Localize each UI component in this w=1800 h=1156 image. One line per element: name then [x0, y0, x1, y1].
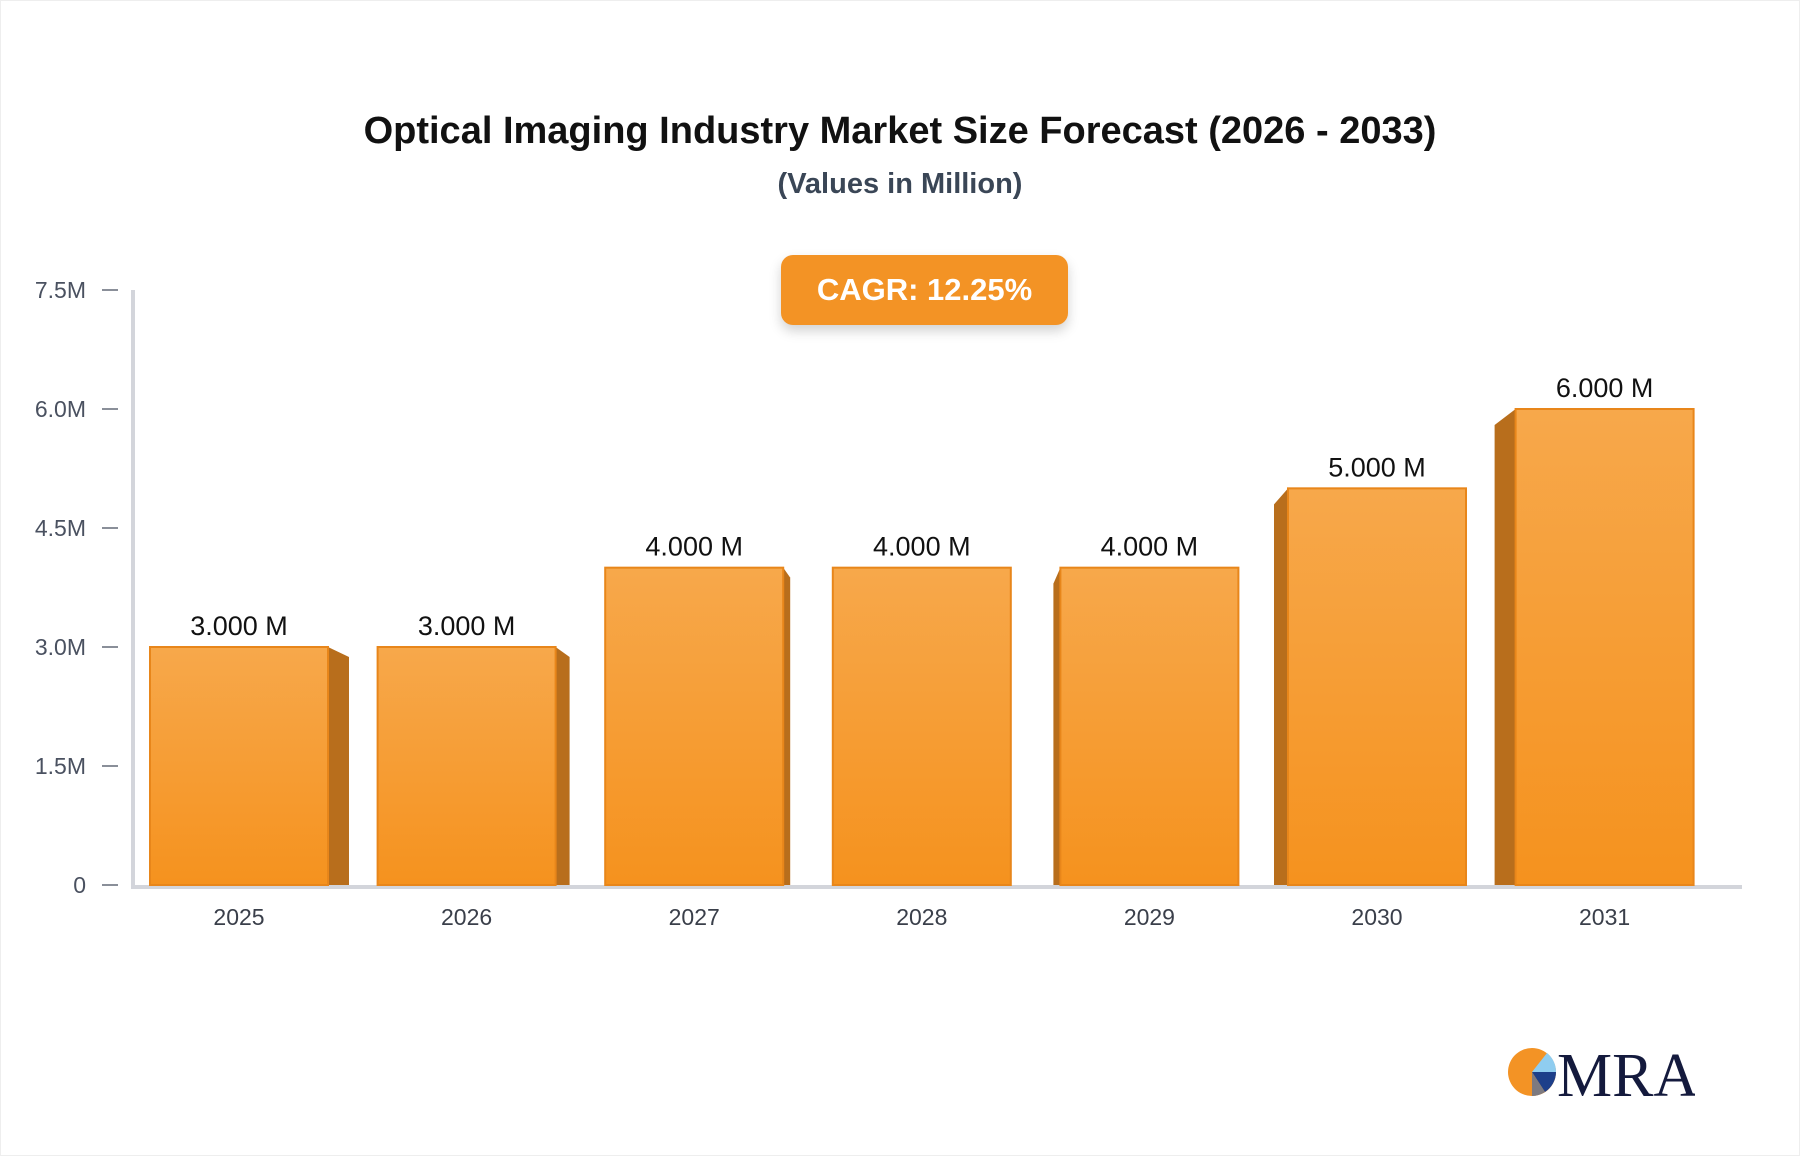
data-label: 3.000 M: [190, 611, 288, 641]
bar-side: [1053, 567, 1061, 885]
bar: [149, 646, 329, 886]
logo-text: MRA: [1557, 1042, 1695, 1104]
bar-side: [783, 567, 791, 885]
chart-subtitle: (Values in Million): [777, 168, 1023, 200]
x-tick-label: 2028: [896, 904, 947, 930]
x-tick-label: 2027: [669, 904, 720, 930]
y-tick-label: 6.0M: [35, 396, 86, 422]
x-tick-label: 2025: [213, 904, 264, 930]
x-tick-label: 2030: [1351, 904, 1402, 930]
data-label: 6.000 M: [1556, 373, 1654, 403]
data-label: 4.000 M: [1101, 532, 1199, 562]
mra-logo: MRA: [1505, 1040, 1695, 1104]
bar: [376, 646, 557, 886]
bar-side: [555, 647, 570, 885]
x-tick-label: 2031: [1579, 904, 1630, 930]
bar-side: [1494, 409, 1516, 885]
x-tick-label: 2029: [1124, 904, 1175, 930]
y-tick-label: 1.5M: [35, 753, 86, 779]
bar: [604, 566, 785, 887]
bar-2029: 4.000 M 2029: [1053, 532, 1240, 930]
bar-side: [1274, 488, 1288, 885]
bar-2031: 6.000 M 2031: [1494, 373, 1695, 930]
y-tick-label: 0: [73, 872, 86, 898]
cagr-badge: CAGR: 12.25%: [781, 255, 1068, 325]
bar-2027: 4.000 M 2027: [604, 532, 791, 930]
bar-side: [328, 647, 349, 885]
x-tick-label: 2026: [441, 904, 492, 930]
data-label: 4.000 M: [873, 532, 971, 562]
bar: [1514, 408, 1695, 886]
pie-logo-icon: MRA: [1508, 1042, 1695, 1104]
chart-title: Optical Imaging Industry Market Size For…: [363, 110, 1437, 152]
y-tick-label: 7.5M: [35, 277, 86, 303]
data-label: 3.000 M: [418, 611, 516, 641]
data-label: 4.000 M: [645, 532, 743, 562]
data-label: 5.000 M: [1328, 452, 1426, 482]
bar: [1059, 566, 1240, 887]
bar-2030: 5.000 M 2030: [1274, 452, 1467, 930]
y-tick-label: 3.0M: [35, 634, 86, 660]
bar: [831, 566, 1012, 887]
bar: [1287, 487, 1467, 886]
y-tick-label: 4.5M: [35, 515, 86, 541]
bar-2025: 3.000 M 2025: [149, 611, 349, 930]
bar-2026: 3.000 M 2026: [376, 611, 570, 930]
bar-2028: 4.000 M 2028: [831, 532, 1012, 930]
